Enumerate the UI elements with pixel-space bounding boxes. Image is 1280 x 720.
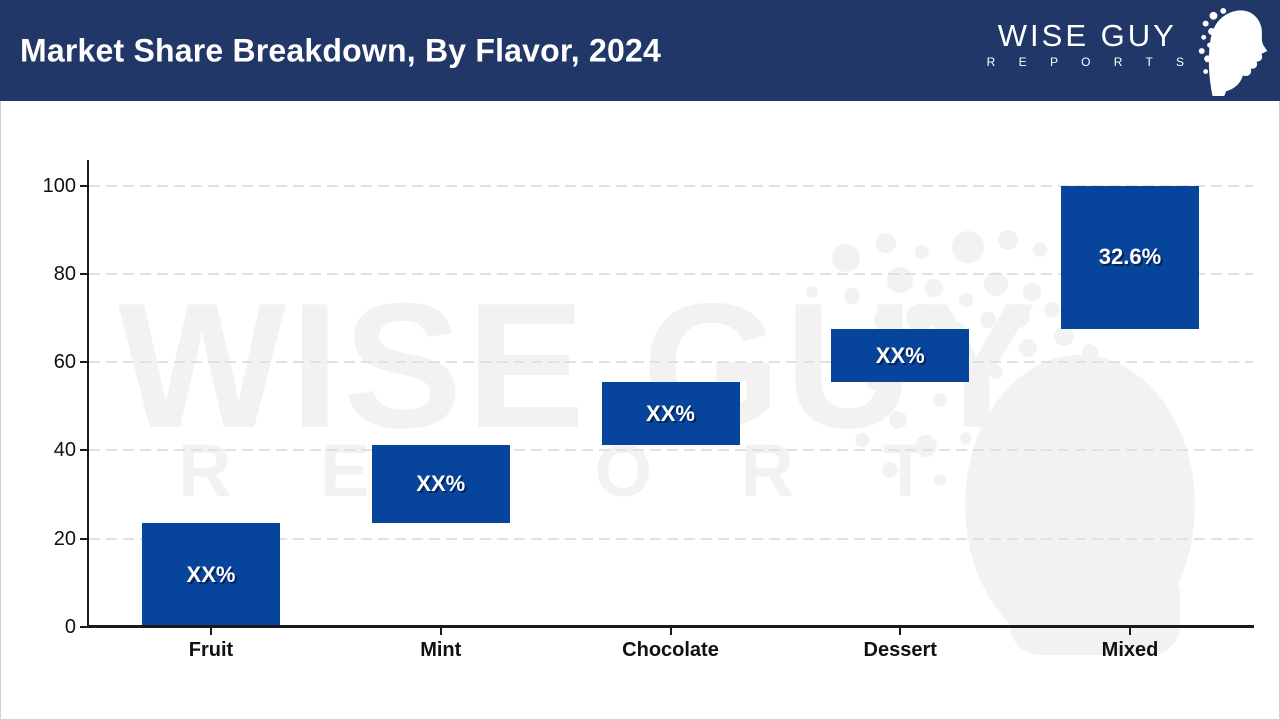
y-tick-0	[80, 626, 88, 628]
gridline-80	[89, 272, 1253, 275]
brand-head-icon	[1198, 7, 1268, 96]
bar-value-label: XX%	[646, 400, 695, 426]
x-axis-line	[88, 625, 1254, 628]
x-tick-fruit	[210, 628, 212, 635]
brand-tagline: R E P O R T S	[986, 54, 1194, 69]
chart-title: Market Share Breakdown, By Flavor, 2024	[20, 32, 661, 68]
header-bar: Market Share Breakdown, By Flavor, 2024 …	[0, 0, 1280, 101]
y-tick-label: 100	[42, 174, 76, 197]
y-tick-100	[80, 184, 88, 187]
x-tick-mixed	[1129, 628, 1131, 635]
gridline-20	[89, 537, 1253, 540]
gridline-40	[89, 449, 1253, 452]
y-tick-label: 40	[53, 439, 76, 462]
x-tick-dessert	[899, 628, 902, 635]
x-category-label: Dessert	[863, 639, 937, 661]
bar-dessert: XX%	[831, 329, 970, 383]
bar-value-label: 32.6%	[1098, 244, 1162, 270]
y-tick-20	[80, 537, 88, 540]
y-tick-40	[80, 449, 88, 452]
bar-mint: XX%	[371, 445, 510, 524]
bar-chocolate: XX%	[601, 382, 740, 446]
x-category-label: Mixed	[1101, 639, 1159, 661]
y-tick-label: 20	[53, 527, 76, 550]
bar-value-label: XX%	[875, 342, 925, 368]
bar-mixed: 32.6%	[1061, 185, 1199, 330]
gridline-100	[89, 184, 1253, 187]
watermark-face-dots-icon	[806, 230, 1195, 655]
y-tick-label: 60	[53, 351, 76, 374]
x-category-label: Fruit	[188, 639, 234, 661]
x-tick-chocolate	[669, 628, 672, 635]
brand-name: WISE GUY	[997, 18, 1177, 53]
brand-logo: WISE GUY R E P O R T S	[981, 18, 1194, 69]
bar-value-label: XX%	[416, 471, 466, 497]
y-tick-60	[80, 361, 88, 364]
y-tick-80	[80, 272, 88, 275]
x-category-label: Mint	[420, 639, 462, 661]
y-tick-label: 80	[53, 262, 76, 285]
y-axis-line	[87, 160, 89, 627]
x-category-label: Chocolate	[622, 639, 719, 661]
bar-fruit: XX%	[142, 523, 280, 627]
gridline-60	[89, 361, 1253, 364]
bar-value-label: XX%	[186, 562, 236, 588]
x-tick-mint	[439, 628, 442, 635]
y-tick-label: 0	[64, 616, 76, 638]
